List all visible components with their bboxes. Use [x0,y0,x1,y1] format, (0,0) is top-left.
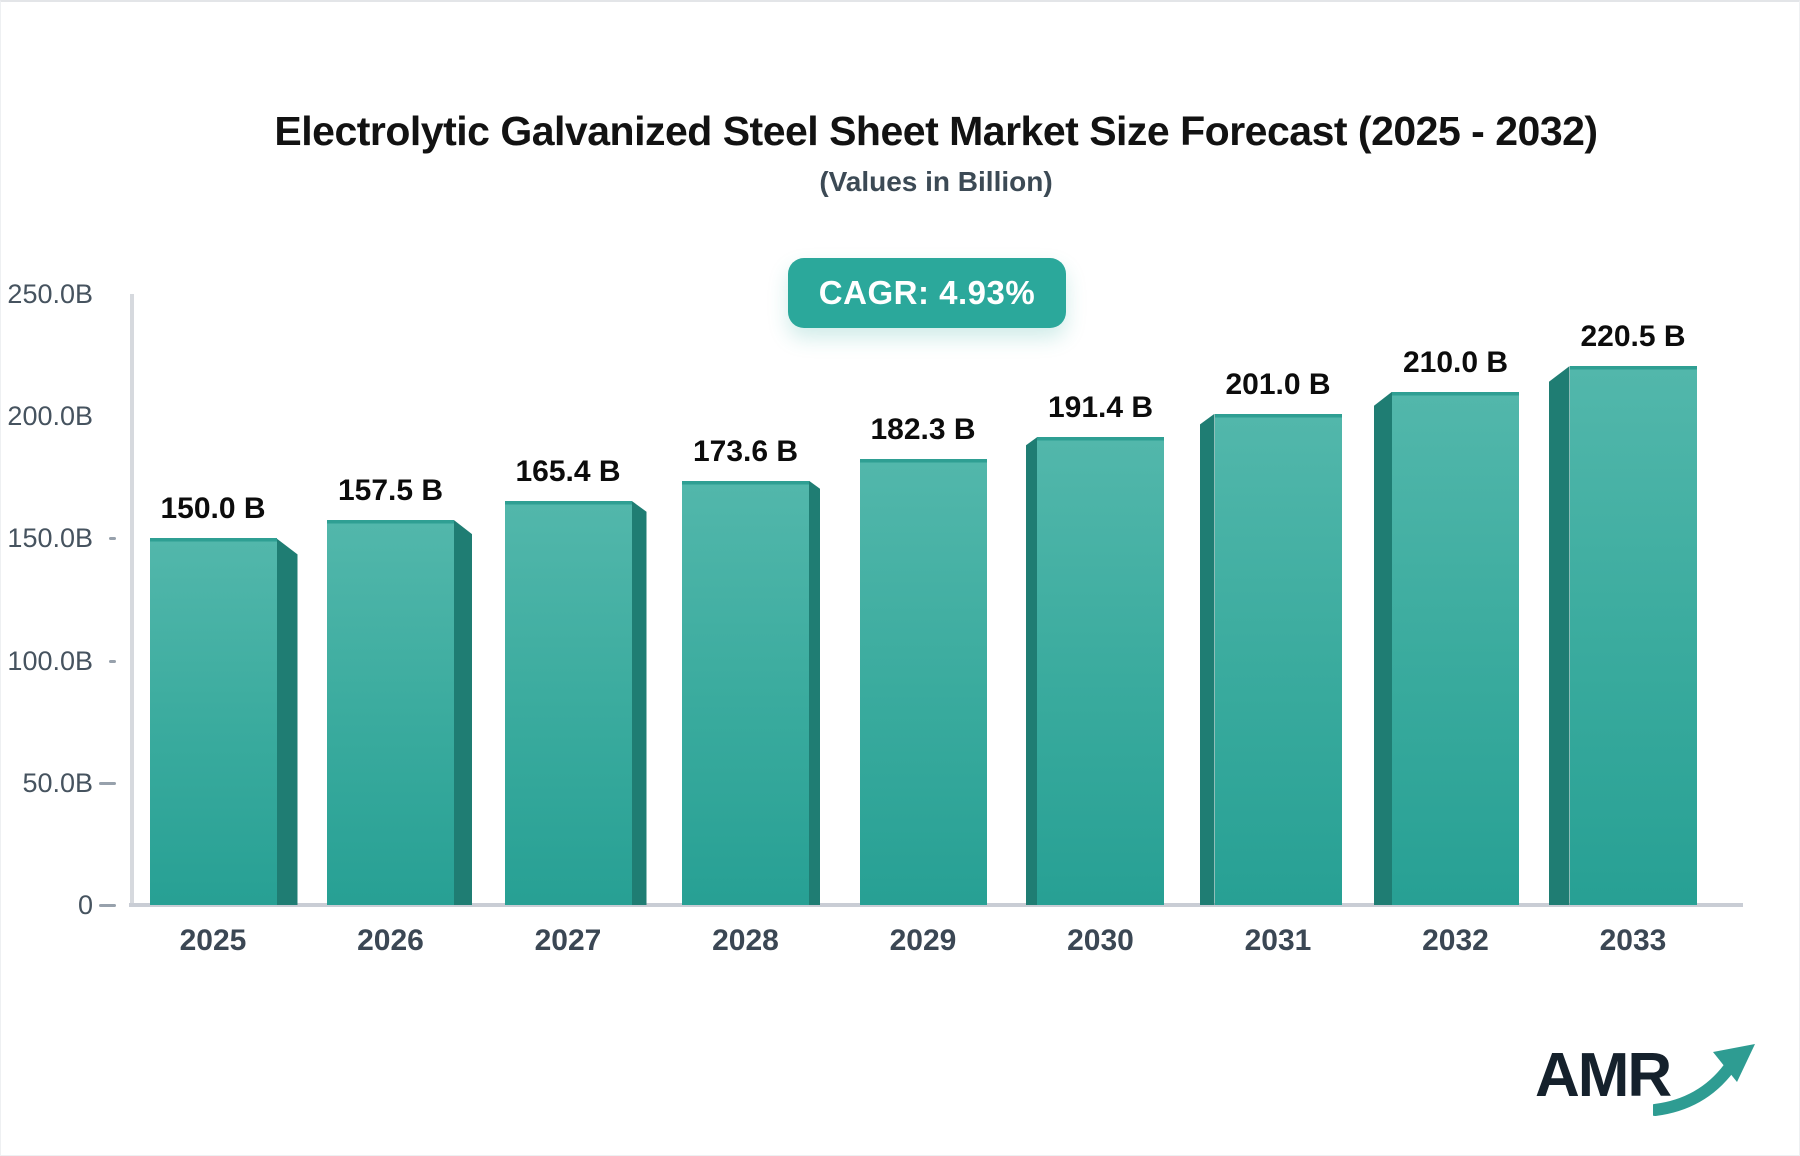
bar-side-face [809,480,820,905]
bar-2029 [859,459,987,905]
bar-2025 [149,538,277,905]
bar-value-label: 191.4 B [1047,391,1154,425]
bar-2028 [682,480,809,905]
bar-2030 [1037,437,1164,905]
chart-subtitle: (Values in Billion) [819,166,1053,197]
bar-value-label: 157.5 B [337,474,444,508]
bar-side-face [454,520,472,905]
bar-side-face [276,538,298,905]
y-axis-line [130,294,134,905]
bar-side-face [631,500,647,905]
bar-value-label: 173.6 B [692,434,799,468]
bar-side-face [1026,437,1037,905]
cagr-badge-label: CAGR: 4.93% [818,274,1036,311]
bar-value-label: 201.0 B [1225,367,1331,401]
y-axis-label: 50.0B [22,767,93,798]
y-axis-label: 100.0B [7,645,93,676]
x-axis-label: 2031 [1244,924,1312,957]
bar-value-label: 150.0 B [160,492,266,526]
y-axis-tick [109,659,116,663]
y-axis-tick [109,537,116,541]
x-axis-label: 2025 [179,924,247,957]
bar-2027 [504,500,632,905]
bar-2032 [1392,391,1519,905]
cagr-badge: CAGR: 4.93% [788,258,1066,328]
bar-value-label: 182.3 B [870,413,976,447]
x-axis-label: 2029 [889,924,957,957]
x-axis-label: 2027 [534,924,602,957]
amr-logo-text: AMR [1535,1041,1672,1110]
x-axis-label: 2030 [1067,924,1134,957]
y-axis-tick [99,904,116,907]
x-axis-label: 2026 [357,924,424,957]
bar-side-face [1374,391,1392,905]
y-axis-tick [99,781,116,785]
x-axis-label: 2032 [1422,924,1489,957]
x-axis-line [129,903,1743,907]
chart-title: Electrolytic Galvanized Steel Sheet Mark… [274,108,1598,154]
y-axis-label: 250.0B [7,279,93,309]
x-axis-label: 2033 [1599,924,1667,957]
bar-value-label: 220.5 B [1580,320,1686,354]
y-axis-label: 150.0B [7,523,93,554]
bar-side-face [1199,413,1215,905]
bar-value-label: 165.4 B [515,454,621,488]
bar-2031 [1214,413,1342,905]
y-axis-label: 0 [77,890,93,920]
bar-2026 [327,520,454,905]
amr-logo: AMR [1535,1040,1755,1120]
growth-arrow-icon [1653,1044,1755,1116]
y-axis-label: 200.0B [7,401,93,432]
x-axis-label: 2028 [712,924,779,957]
bar-side-face [1548,366,1570,905]
bar-2033 [1569,366,1697,905]
bar-value-label: 210.0 B [1402,345,1509,379]
